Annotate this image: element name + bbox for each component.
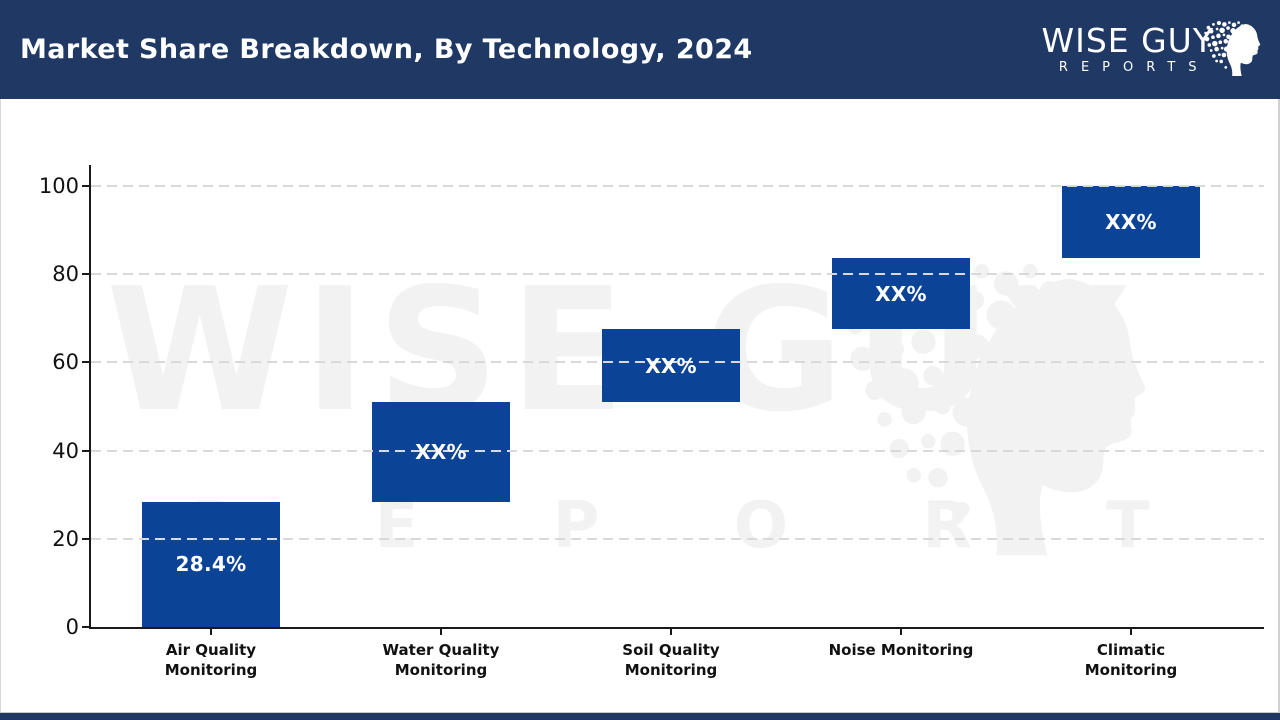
gridline <box>91 273 1264 276</box>
chart-title: Market Share Breakdown, By Technology, 2… <box>20 34 753 65</box>
x-category-line: Air Quality <box>165 641 257 659</box>
bar-segment <box>372 402 510 502</box>
y-tick-label: 40 <box>52 438 79 463</box>
bar-segment <box>602 329 740 403</box>
gridline <box>91 537 1264 540</box>
y-tick-mark <box>82 185 89 187</box>
footer-bar <box>0 713 1280 720</box>
x-category-label: Soil Quality Monitoring <box>561 640 781 680</box>
y-tick-label: 100 <box>38 174 79 198</box>
chart-area: WISE GUY R E P O R T S 02040608010028.4%… <box>0 99 1280 713</box>
brand-logo-text: WISE GUY REPORTS <box>1041 20 1214 76</box>
gridline <box>91 185 1264 187</box>
x-category-label: Noise Monitoring <box>791 640 1011 660</box>
x-category-label: Climatic Monitoring <box>1021 640 1241 680</box>
x-tick-mark <box>210 629 212 635</box>
x-axis-line <box>89 627 1264 629</box>
bar-segment <box>1062 186 1200 259</box>
brand-subname: REPORTS <box>1058 59 1210 75</box>
x-category-line: Noise Monitoring <box>828 641 974 659</box>
x-category-line: Soil Quality <box>622 641 720 659</box>
bar-value-label: XX% <box>415 439 467 464</box>
x-category-line: Monitoring <box>624 661 718 679</box>
x-tick-mark <box>670 629 672 635</box>
x-category-line: Monitoring <box>1084 661 1178 679</box>
bar-value-label: XX% <box>875 281 927 306</box>
y-tick-mark <box>82 273 89 276</box>
x-category-line: Monitoring <box>394 661 488 679</box>
bar-value-label: XX% <box>1105 210 1157 235</box>
bar-value-label: 28.4% <box>175 552 247 577</box>
x-category-label: Air Quality Monitoring <box>101 640 321 680</box>
y-tick-label: 80 <box>52 262 79 287</box>
bar-segment <box>142 501 280 627</box>
brand-name: WISE GUY <box>1041 20 1214 60</box>
brand-logo: WISE GUY REPORTS <box>1041 9 1280 91</box>
bar-value-label: XX% <box>645 353 697 378</box>
y-tick-label: 20 <box>52 526 79 551</box>
y-tick-mark <box>82 361 89 364</box>
gridline <box>91 361 1264 364</box>
x-category-line: Monitoring <box>164 661 258 679</box>
bar-segment <box>832 258 970 330</box>
x-tick-mark <box>900 629 902 635</box>
x-tick-mark <box>440 629 442 635</box>
y-tick-label: 60 <box>52 350 79 375</box>
y-tick-label: 0 <box>65 615 79 639</box>
brand-head-icon <box>1202 9 1266 91</box>
header-bar: Market Share Breakdown, By Technology, 2… <box>0 0 1280 99</box>
gridline <box>91 449 1264 452</box>
x-category-label: Water Quality Monitoring <box>331 640 551 680</box>
y-tick-mark <box>82 537 89 540</box>
x-category-line: Climatic <box>1096 641 1166 659</box>
y-axis-line <box>89 165 91 629</box>
y-tick-mark <box>82 449 89 452</box>
x-category-line: Water Quality <box>382 641 500 659</box>
y-tick-mark <box>82 626 89 628</box>
x-tick-mark <box>1130 629 1132 635</box>
